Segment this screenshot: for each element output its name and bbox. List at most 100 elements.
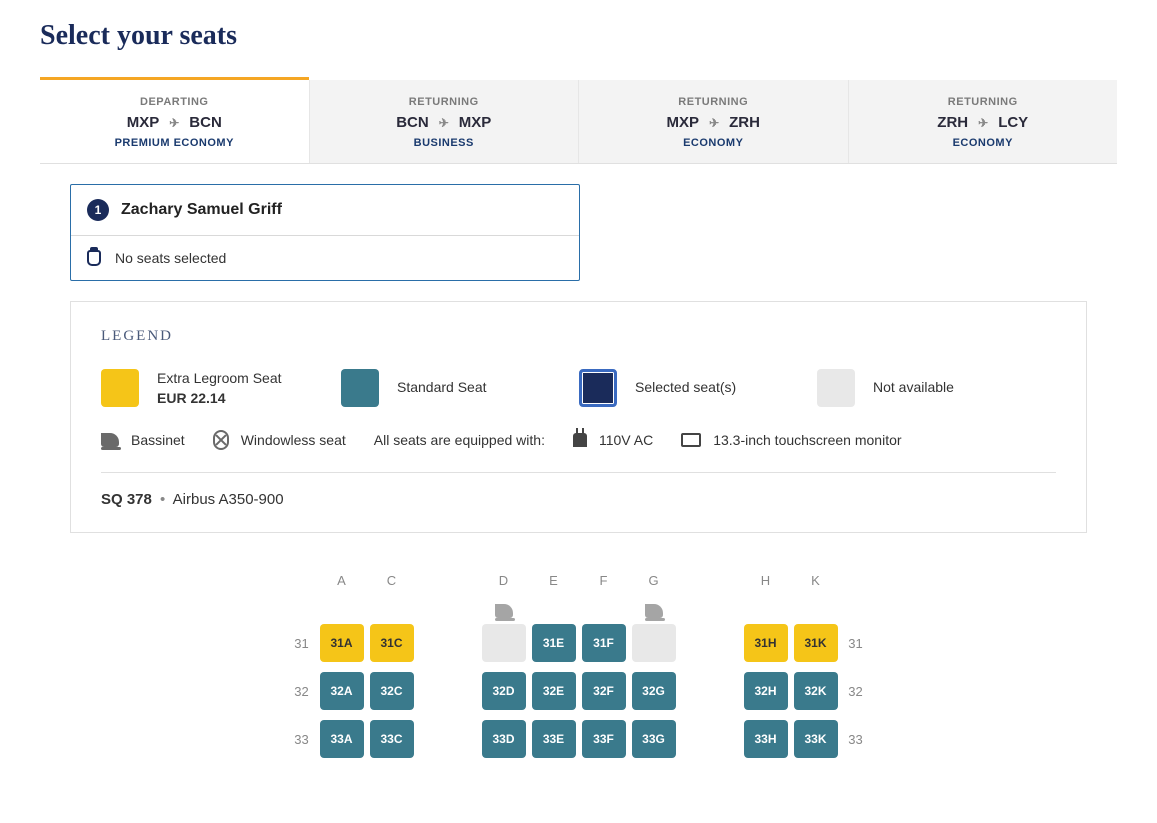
passenger-status-row: No seats selected — [71, 236, 579, 280]
bassinet-indicator-D — [479, 604, 529, 618]
column-headers: AC DEFG HK — [70, 573, 1087, 588]
seat-31A[interactable]: 31A — [320, 624, 364, 662]
tab-from: MXP — [127, 114, 160, 131]
bassinet-icon — [495, 604, 513, 618]
seat-33E[interactable]: 33E — [532, 720, 576, 758]
column-label-E: E — [529, 573, 579, 588]
legend-equipped-label: All seats are equipped with: — [374, 432, 545, 448]
row-number-right: 31 — [841, 636, 871, 651]
bassinet-icon — [101, 433, 119, 447]
seat-31H[interactable]: 31H — [744, 624, 788, 662]
seat-33C[interactable]: 33C — [370, 720, 414, 758]
passenger-header: 1 Zachary Samuel Griff — [71, 185, 579, 236]
seat-31F[interactable]: 31F — [582, 624, 626, 662]
seat-32F[interactable]: 32F — [582, 672, 626, 710]
flight-tab-1[interactable]: RETURNING BCN✈MXP BUSINESS — [310, 80, 580, 163]
flight-tab-3[interactable]: RETURNINGZRH✈LCYECONOMY — [849, 80, 1118, 163]
tab-route: ZRH✈LCY — [849, 114, 1118, 131]
legend-standard: Standard Seat — [341, 369, 579, 407]
tab-to: MXP — [459, 114, 492, 131]
passenger-card: 1 Zachary Samuel Griff No seats selected — [70, 184, 580, 281]
seat-31E[interactable]: 31E — [532, 624, 576, 662]
bassinet-row — [70, 604, 1087, 618]
row-number-right: 33 — [841, 732, 871, 747]
column-label-D: D — [479, 573, 529, 588]
tab-cabin: ECONOMY — [579, 137, 848, 149]
legend-divider — [101, 472, 1056, 473]
legend-windowless-label: Windowless seat — [241, 432, 346, 448]
passenger-status-text: No seats selected — [115, 250, 226, 266]
row-number-left: 33 — [287, 732, 317, 747]
legend-standard-label: Standard Seat — [397, 378, 487, 398]
tab-from: MXP — [667, 114, 700, 131]
seat-31G-unavailable — [632, 624, 676, 662]
swatch-standard — [341, 369, 379, 407]
column-label-H: H — [741, 573, 791, 588]
legend-extra-label: Extra Legroom Seat — [157, 369, 282, 389]
legend-unavailable: Not available — [817, 369, 954, 407]
legend-unavailable-label: Not available — [873, 378, 954, 398]
tab-to: ZRH — [729, 114, 760, 131]
windowless-icon — [213, 430, 229, 450]
legend-extra-price: EUR 22.14 — [157, 389, 282, 409]
seat-33K[interactable]: 33K — [794, 720, 838, 758]
seat-31C[interactable]: 31C — [370, 624, 414, 662]
tab-direction: RETURNING — [849, 96, 1118, 108]
seat-32D[interactable]: 32D — [482, 672, 526, 710]
tab-route: MXP✈BCN — [40, 114, 309, 131]
column-label-A: A — [317, 573, 367, 588]
seat-32K[interactable]: 32K — [794, 672, 838, 710]
column-label-C: C — [367, 573, 417, 588]
tab-direction: RETURNING — [310, 96, 579, 108]
legend-title: LEGEND — [101, 328, 1056, 345]
seat-33G[interactable]: 33G — [632, 720, 676, 758]
tab-to: BCN — [189, 114, 222, 131]
seat-map: ACDEFGHK 3131A31C31E31F31H31K313232A32C3… — [70, 573, 1087, 758]
bassinet-icon — [645, 604, 663, 618]
row-number-left: 32 — [287, 684, 317, 699]
passenger-number-badge: 1 — [87, 199, 109, 221]
seat-31K[interactable]: 31K — [794, 624, 838, 662]
seat-icon — [87, 250, 101, 266]
seat-32A[interactable]: 32A — [320, 672, 364, 710]
seat-33H[interactable]: 33H — [744, 720, 788, 758]
legend-extra-legroom: Extra Legroom Seat EUR 22.14 — [101, 369, 341, 408]
tab-direction: RETURNING — [579, 96, 848, 108]
legend-windowless: Windowless seat — [213, 430, 346, 450]
legend-ac-label: 110V AC — [599, 432, 653, 448]
seat-31D-unavailable — [482, 624, 526, 662]
tab-route: BCN✈MXP — [310, 114, 579, 131]
seat-33F[interactable]: 33F — [582, 720, 626, 758]
tab-cabin: BUSINESS — [310, 137, 579, 149]
row-number-left: 31 — [287, 636, 317, 651]
column-label-F: F — [579, 573, 629, 588]
legend-bassinet-label: Bassinet — [131, 432, 185, 448]
flight-number: SQ 378 — [101, 491, 152, 508]
flight-tabs: DEPARTINGMXP✈BCNPREMIUM ECONOMYRETURNING… — [40, 80, 1117, 164]
legend-panel: LEGEND Extra Legroom Seat EUR 22.14 Stan… — [70, 301, 1087, 533]
legend-bassinet: Bassinet — [101, 432, 185, 448]
column-label-G: G — [629, 573, 679, 588]
page-title: Select your seats — [40, 20, 1117, 52]
seat-32E[interactable]: 32E — [532, 672, 576, 710]
seat-33D[interactable]: 33D — [482, 720, 526, 758]
flight-tab-0[interactable]: DEPARTINGMXP✈BCNPREMIUM ECONOMY — [40, 80, 310, 163]
column-label-K: K — [791, 573, 841, 588]
seat-33A[interactable]: 33A — [320, 720, 364, 758]
plane-icon: ✈ — [978, 116, 988, 130]
tab-route: MXP✈ZRH — [579, 114, 848, 131]
seat-32G[interactable]: 32G — [632, 672, 676, 710]
aircraft-type: Airbus A350-900 — [173, 491, 284, 508]
tab-to: LCY — [998, 114, 1028, 131]
seat-32H[interactable]: 32H — [744, 672, 788, 710]
flight-info: SQ 378 • Airbus A350-900 — [101, 491, 1056, 508]
monitor-icon — [681, 433, 701, 447]
tab-cabin: ECONOMY — [849, 137, 1118, 149]
flight-info-separator: • — [160, 491, 165, 508]
plug-icon — [573, 433, 587, 447]
flight-tab-2[interactable]: RETURNING MXP✈ZRH ECONOMY — [579, 80, 849, 163]
seat-32C[interactable]: 32C — [370, 672, 414, 710]
seat-row-31: 3131A31C31E31F31H31K31 — [70, 624, 1087, 662]
seat-row-32: 3232A32C32D32E32F32G32H32K32 — [70, 672, 1087, 710]
legend-ac: 110V AC — [573, 432, 653, 448]
